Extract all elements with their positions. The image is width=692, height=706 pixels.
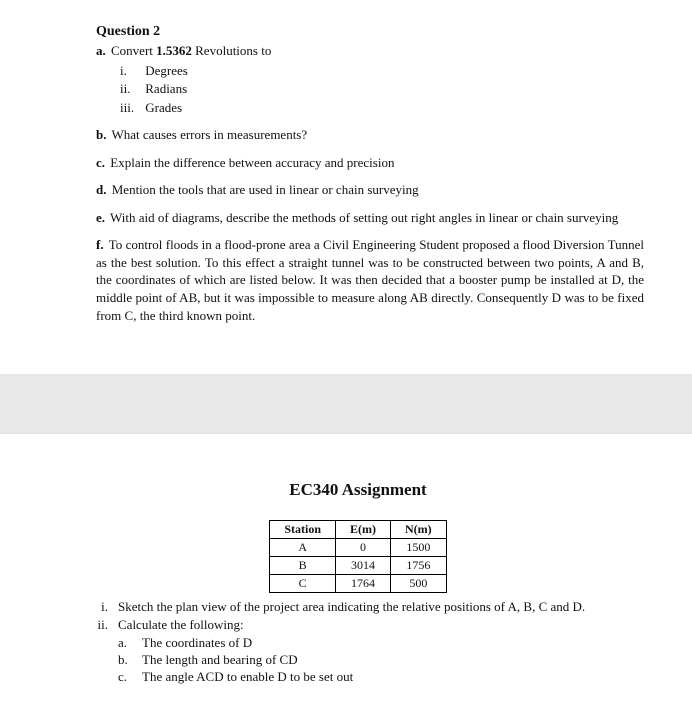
part-f-label: f. (96, 237, 104, 252)
part-a-sublist: i. Degrees ii. Radians iii. Grades (120, 62, 644, 117)
task-num: i. (80, 599, 118, 615)
table-row: A 0 1500 (270, 539, 446, 557)
subtask-text: The coordinates of D (142, 635, 252, 651)
cell: B (270, 557, 336, 575)
subtask-item: c. The angle ACD to enable D to be set o… (118, 669, 644, 685)
table-row: B 3014 1756 (270, 557, 446, 575)
cell: 500 (391, 575, 447, 593)
task-item: i. Sketch the plan view of the project a… (80, 599, 644, 615)
subitem-num: iii. (120, 99, 142, 117)
cell: A (270, 539, 336, 557)
part-f: f. To control floods in a flood-prone ar… (96, 236, 644, 324)
subitem: iii. Grades (120, 99, 644, 117)
subitem-num: i. (120, 62, 142, 80)
assignment-title: EC340 Assignment (72, 480, 644, 500)
part-b: b. What causes errors in measurements? (96, 126, 644, 144)
page-gap (0, 374, 692, 434)
table-header-row: Station E(m) N(m) (270, 521, 446, 539)
part-c-text: Explain the difference between accuracy … (110, 155, 394, 170)
part-a: a. Convert 1.5362 Revolutions to i. Degr… (96, 42, 644, 116)
part-f-text: To control floods in a flood-prone area … (96, 237, 644, 322)
col-n: N(m) (391, 521, 447, 539)
page-2: EC340 Assignment Station E(m) N(m) A 0 1… (0, 434, 692, 706)
subtask-item: a. The coordinates of D (118, 635, 644, 651)
part-e-label: e. (96, 210, 105, 225)
question-title: Question 2 (96, 24, 644, 40)
cell: 0 (336, 539, 391, 557)
task-num: ii. (80, 617, 118, 633)
part-d: d. Mention the tools that are used in li… (96, 181, 644, 199)
part-c: c. Explain the difference between accura… (96, 154, 644, 172)
table-row: C 1764 500 (270, 575, 446, 593)
subtask-num: c. (118, 669, 142, 685)
cell: 3014 (336, 557, 391, 575)
subtask-num: a. (118, 635, 142, 651)
coordinates-table: Station E(m) N(m) A 0 1500 B 3014 1756 C… (269, 520, 446, 593)
subtask-item: b. The length and bearing of CD (118, 652, 644, 668)
subitem: i. Degrees (120, 62, 644, 80)
task-list: i. Sketch the plan view of the project a… (80, 599, 644, 633)
part-e: e. With aid of diagrams, describe the me… (96, 209, 644, 227)
part-a-value: 1.5362 (156, 43, 192, 58)
task-item: ii. Calculate the following: (80, 617, 644, 633)
subtask-num: b. (118, 652, 142, 668)
part-c-label: c. (96, 155, 105, 170)
part-b-label: b. (96, 127, 106, 142)
subitem-label: Grades (145, 100, 182, 115)
subitem: ii. Radians (120, 80, 644, 98)
col-station: Station (270, 521, 336, 539)
col-e: E(m) (336, 521, 391, 539)
task-text: Calculate the following: (118, 617, 244, 633)
part-d-text: Mention the tools that are used in linea… (112, 182, 419, 197)
part-a-text-post: Revolutions to (192, 43, 271, 58)
page-1: Question 2 a. Convert 1.5362 Revolutions… (0, 0, 692, 374)
subitem-label: Degrees (145, 63, 188, 78)
cell: 1500 (391, 539, 447, 557)
subitem-label: Radians (145, 81, 187, 96)
cell: 1764 (336, 575, 391, 593)
cell: 1756 (391, 557, 447, 575)
subtask-list: a. The coordinates of D b. The length an… (118, 635, 644, 685)
part-a-text-pre: Convert (111, 43, 156, 58)
cell: C (270, 575, 336, 593)
subtask-text: The length and bearing of CD (142, 652, 298, 668)
subitem-num: ii. (120, 80, 142, 98)
task-text: Sketch the plan view of the project area… (118, 599, 585, 615)
part-a-label: a. (96, 43, 106, 58)
part-d-label: d. (96, 182, 106, 197)
subtask-text: The angle ACD to enable D to be set out (142, 669, 353, 685)
part-b-text: What causes errors in measurements? (112, 127, 308, 142)
part-e-text: With aid of diagrams, describe the metho… (110, 210, 618, 225)
